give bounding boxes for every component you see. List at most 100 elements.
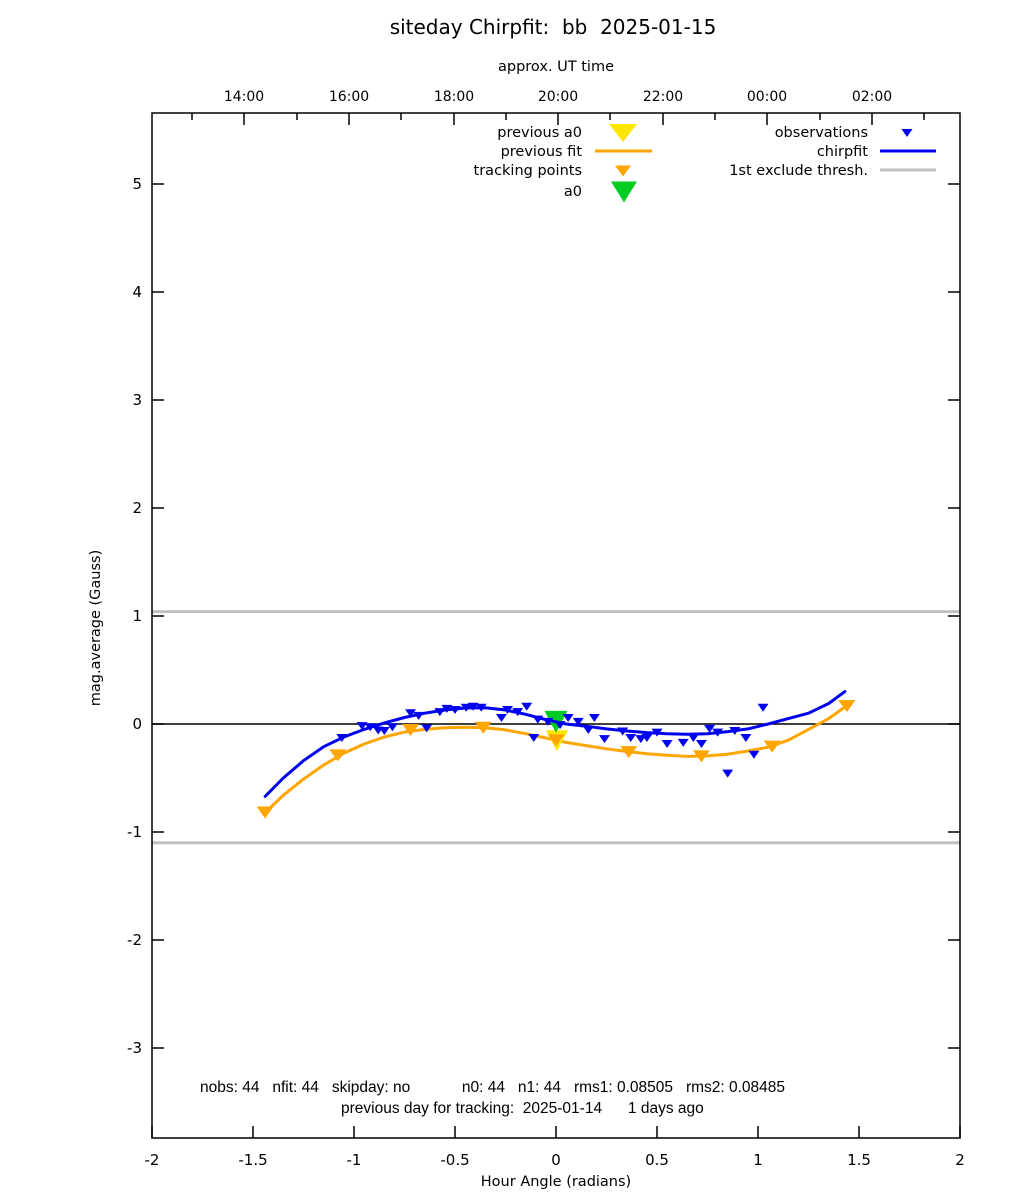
legend-label-previous-fit: previous fit <box>501 144 583 160</box>
legend-marker-samples <box>595 124 936 203</box>
y-tick-label: 5 <box>132 175 142 193</box>
legend-sample-tracking-points <box>615 165 631 177</box>
legend-label-chirpfit: chirpfit <box>817 144 868 160</box>
observation-marker <box>712 728 724 737</box>
observation-marker <box>588 714 600 723</box>
observation-marker <box>757 703 769 712</box>
y-tick-label: 4 <box>132 283 142 301</box>
observation-marker <box>449 705 461 714</box>
legend-label-observations: observations <box>775 125 868 141</box>
observation-marker <box>495 714 507 723</box>
observation-marker <box>625 734 637 743</box>
x-tick-label: 1 <box>753 1151 763 1169</box>
tracking-point-marker <box>402 723 420 736</box>
observation-marker <box>467 702 479 711</box>
observation-marker <box>386 723 398 732</box>
observation-marker <box>641 734 653 743</box>
y-tick-label: -1 <box>127 823 142 841</box>
ut-tick-label: 22:00 <box>643 89 683 105</box>
observation-marker <box>532 715 544 724</box>
observation-marker <box>617 727 629 736</box>
legend-label-previous-a0: previous a0 <box>497 125 582 141</box>
observation-marker <box>364 723 376 732</box>
x-axis-title: Hour Angle (radians) <box>481 1174 631 1190</box>
x-tick-label: 0 <box>551 1151 561 1169</box>
observation-marker <box>661 739 673 748</box>
observation-marker <box>651 728 663 737</box>
observation-marker <box>336 734 348 743</box>
x-tick-label: -0.5 <box>440 1151 469 1169</box>
y-tick-label: -2 <box>127 931 142 949</box>
y-tick-label: -3 <box>127 1039 142 1057</box>
tracking-point-marker <box>620 746 638 759</box>
observation-marker <box>502 705 514 714</box>
fit-stats-line: nobs: 44 nfit: 44 skipday: no n0: 44 n1:… <box>200 1079 785 1096</box>
x-tick-label: 2 <box>955 1151 965 1169</box>
plot-border <box>151 112 961 1139</box>
observation-marker <box>528 734 540 743</box>
tracking-point-marker <box>763 740 781 753</box>
observation-marker <box>542 717 554 726</box>
y-tick-label: 0 <box>132 715 142 733</box>
y-tick-label: 2 <box>132 499 142 517</box>
legend-sample-observations <box>901 129 913 137</box>
legend-label-tracking-points: tracking points <box>474 163 582 179</box>
observation-marker <box>598 735 610 744</box>
observation-marker <box>460 703 472 712</box>
legend-label-exclude-thresh: 1st exclude thresh. <box>729 163 868 179</box>
x-tick-label: -1 <box>347 1151 362 1169</box>
x-tick-label: -2 <box>145 1151 160 1169</box>
ut-tick-label: 16:00 <box>329 89 369 105</box>
observation-marker <box>413 711 425 720</box>
tracking-day-line: previous day for tracking: 2025-01-14 1 … <box>341 1100 704 1117</box>
tracking-point-marker <box>547 734 565 747</box>
top-axis-title: approx. UT time <box>498 59 614 75</box>
data-series-layer <box>256 690 856 819</box>
tracking-point-marker <box>474 721 492 734</box>
observation-marker <box>475 703 487 712</box>
y-tick-label: 1 <box>132 607 142 625</box>
legend-sample-a0 <box>611 181 637 203</box>
observation-marker <box>421 724 433 733</box>
observation-marker <box>695 739 707 748</box>
observation-marker <box>740 734 752 743</box>
x-tick-label: -1.5 <box>238 1151 267 1169</box>
ut-tick-label: 20:00 <box>538 89 578 105</box>
observation-marker <box>748 750 760 759</box>
observation-marker <box>434 708 446 717</box>
y-axis-title: mag.average (Gauss) <box>88 550 104 707</box>
tracking-point-marker <box>838 700 856 713</box>
ut-tick-label: 14:00 <box>224 89 264 105</box>
tracking-point-marker <box>329 749 347 762</box>
legend-label-a0: a0 <box>564 184 582 200</box>
x-tick-label: 0.5 <box>645 1151 669 1169</box>
y-tick-label: 3 <box>132 391 142 409</box>
observation-marker <box>704 724 716 733</box>
ut-tick-label: 18:00 <box>434 89 474 105</box>
observation-marker <box>729 727 741 736</box>
observation-marker <box>356 722 368 731</box>
observation-marker <box>554 721 566 730</box>
observation-marker <box>687 734 699 743</box>
observation-marker <box>405 709 417 718</box>
ut-tick-label: 00:00 <box>747 89 787 105</box>
tracking-point-marker <box>256 806 274 819</box>
observation-marker <box>582 725 594 734</box>
observation-marker <box>572 717 584 726</box>
legend-sample-previous-a0 <box>609 124 637 142</box>
plot-frame-and-ticks: -2 -1.5 -1 -0.5 0 0.5 1 1.5 2 5 4 3 2 1 0 -1 -2 -3 14:00 16… <box>127 89 965 1169</box>
observation-marker <box>512 708 524 717</box>
observation-marker <box>521 702 533 711</box>
exclude-threshold-lines <box>152 610 960 845</box>
observation-marker <box>722 769 734 778</box>
tracking-point-marker <box>692 750 710 763</box>
page-title: siteday Chirpfit: bb 2025-01-15 <box>390 15 717 39</box>
x-tick-label: 1.5 <box>847 1151 871 1169</box>
ut-tick-label: 02:00 <box>852 89 892 105</box>
observation-marker <box>677 738 689 747</box>
observation-marker <box>562 714 574 723</box>
observation-marker <box>441 704 453 713</box>
observation-marker <box>378 727 390 736</box>
